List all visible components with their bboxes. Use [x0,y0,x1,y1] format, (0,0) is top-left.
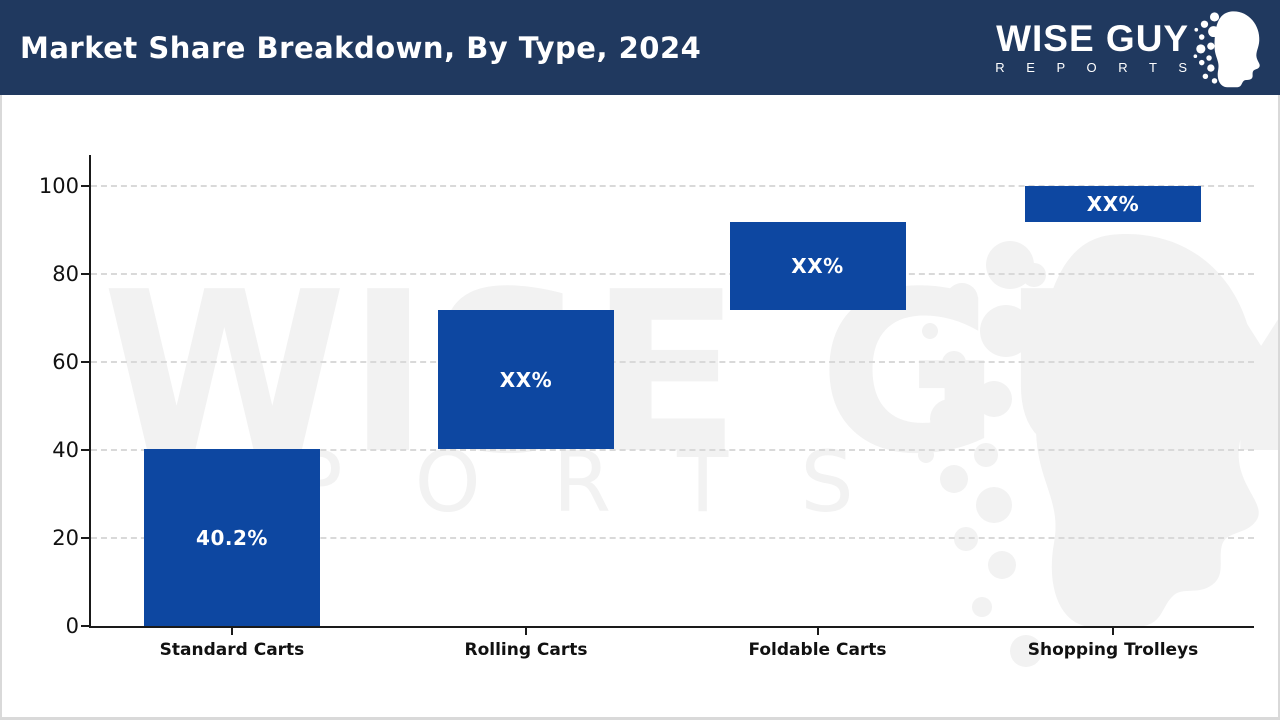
y-tick-0 [81,625,89,627]
x-tick-0 [231,628,233,635]
y-tick-100 [81,185,89,187]
category-label-3: Shopping Trolleys [1027,640,1199,660]
category-label-0: Standard Carts [159,640,305,660]
y-tick-label-60: 60 [52,350,79,374]
y-tick-40 [81,449,89,451]
waterfall-chart: 0 20 40 60 80 100 40.2% Standard Carts XX% Rollin… [2,95,1278,717]
bar-foldable-carts: XX% [729,222,906,311]
x-tick-1 [525,628,527,635]
header-bar: Market Share Breakdown, By Type, 2024 WI… [0,0,1280,95]
bar-shopping-trolleys: XX% [1025,186,1201,223]
watermark-face-icon [918,234,1259,667]
bar-value-label: 40.2% [196,525,268,550]
bar-standard-carts: 40.2% [144,449,320,626]
brand-face-icon [1193,10,1260,87]
bar-value-label: XX% [499,367,553,392]
y-tick-60 [81,361,89,363]
gridline-40 [91,449,1254,451]
y-tick-80 [81,273,89,275]
gridline-80 [91,273,1254,275]
x-tick-2 [816,628,819,635]
y-axis [89,155,91,628]
y-tick-label-80: 80 [52,262,79,286]
category-label-2: Foldable Carts [748,640,887,660]
chart-area: WISE GUY PORTS 0 20 40 60 80 100 40.2% Standard… [0,95,1280,720]
brand-name: WISE GUY [996,18,1190,59]
bar-rolling-carts: XX% [438,310,614,450]
y-tick-label-20: 20 [52,526,79,550]
y-tick-label-100: 100 [38,174,79,198]
y-tick-label-0: 0 [65,614,79,638]
bar-value-label: XX% [1086,192,1140,217]
brand-logo-text: WISE GUY R E P O R T S [989,20,1196,75]
y-tick-20 [81,537,89,539]
y-tick-label-40: 40 [52,438,79,462]
gridline-100 [91,185,1254,187]
brand-subtitle: R E P O R T S [995,60,1196,75]
category-label-1: Rolling Carts [464,640,588,660]
gridline-20 [91,537,1254,539]
bar-value-label: XX% [791,254,844,279]
brand-logo: WISE GUY R E P O R T S [989,6,1280,90]
gridline-60 [91,361,1254,363]
x-tick-3 [1112,628,1114,635]
page-title: Market Share Breakdown, By Type, 2024 [20,30,702,65]
x-axis [89,626,1254,628]
